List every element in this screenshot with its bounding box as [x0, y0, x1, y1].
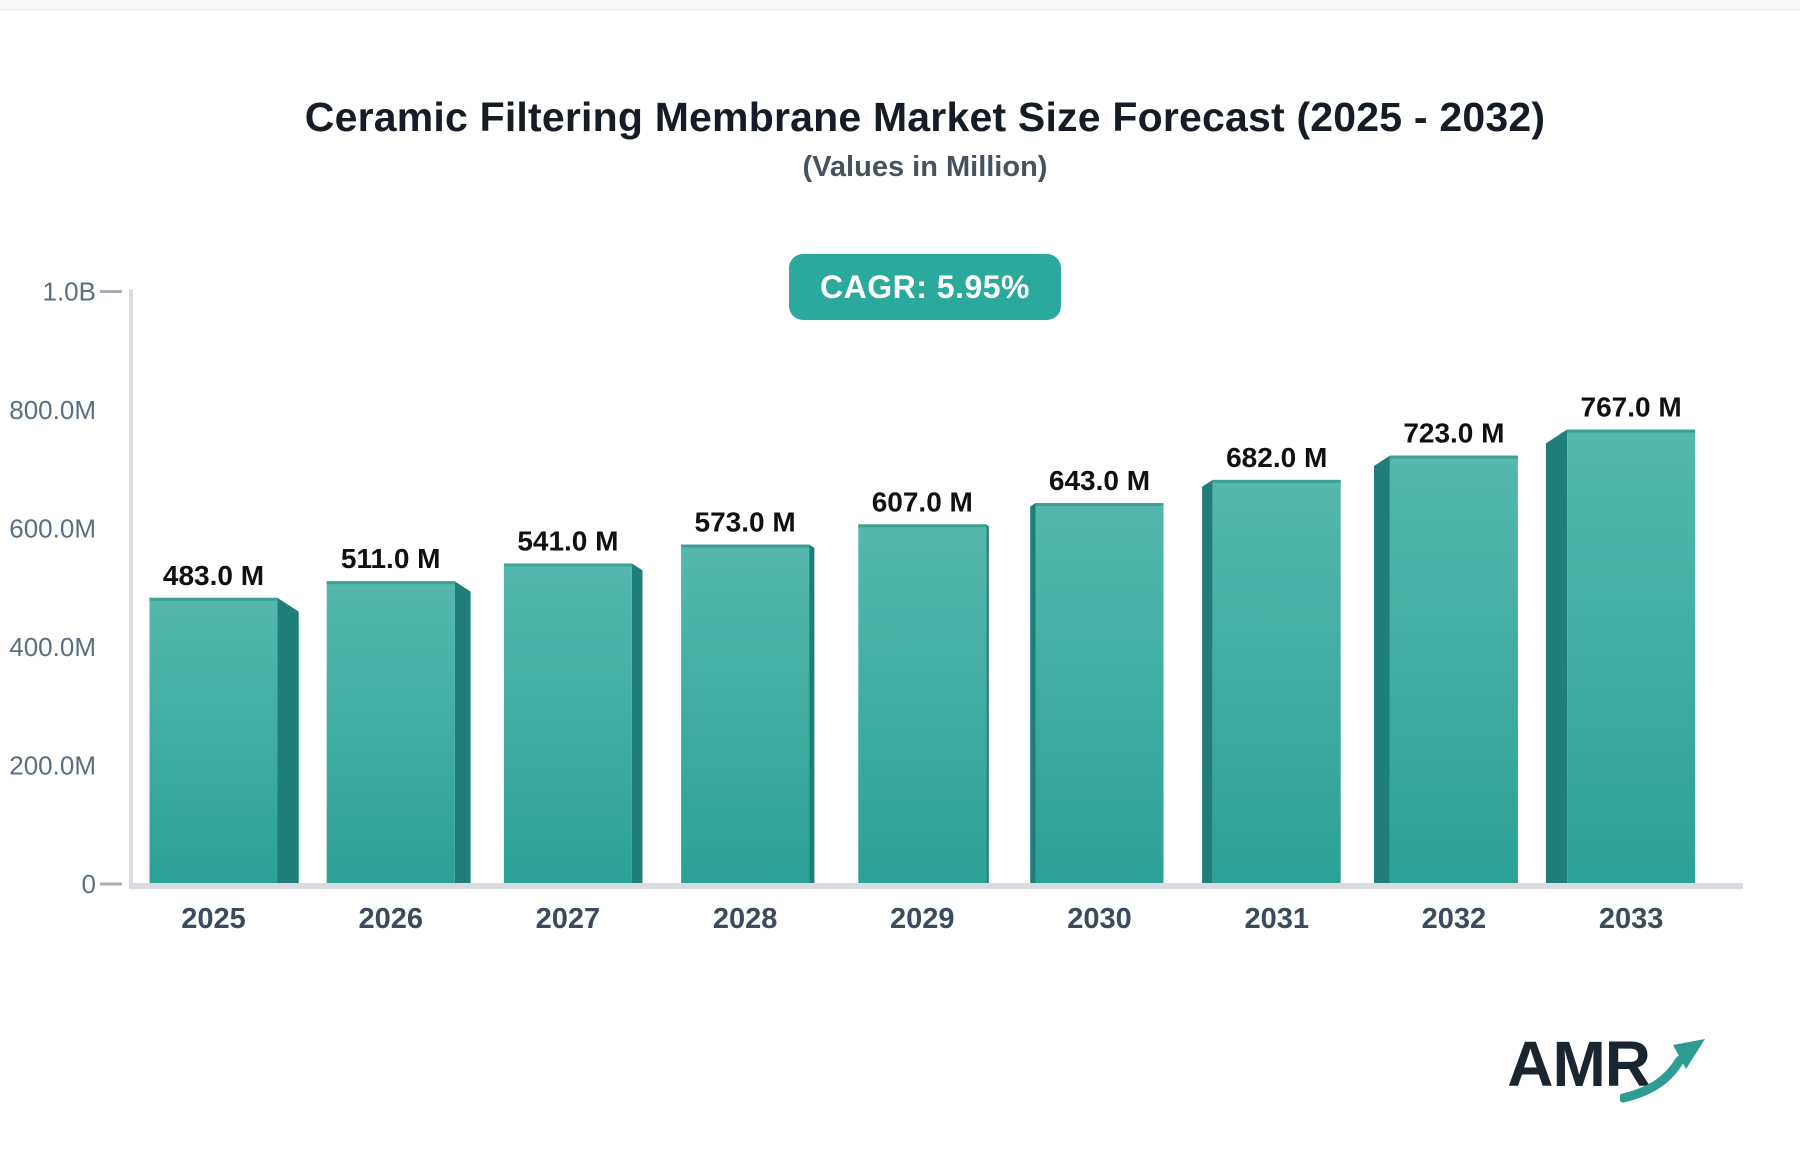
- bar-2031: 682.0 M 2031: [1202, 442, 1341, 935]
- bar-face-2033: [1567, 429, 1696, 884]
- bar-face-2025: [149, 597, 278, 884]
- bar-value-label-2033: 767.0 M: [1581, 392, 1682, 423]
- x-axis-label-2027: 2027: [536, 903, 601, 935]
- bar-value-label-2032: 723.0 M: [1403, 418, 1504, 449]
- y-axis-line: [129, 289, 133, 889]
- chart-title: Ceramic Filtering Membrane Market Size F…: [304, 94, 1546, 140]
- bar-value-label-2026: 511.0 M: [341, 543, 441, 574]
- bar-2032: 723.0 M 2032: [1374, 418, 1518, 935]
- bar-2029: 607.0 M 2029: [858, 486, 989, 935]
- y-axis-label-1.0B: 1.0B: [43, 277, 97, 307]
- bar-value-label-2031: 682.0 M: [1226, 442, 1327, 473]
- bar-top-edge-2025: [149, 597, 278, 601]
- bar-side-2025: [277, 597, 299, 884]
- bar-side-2030: [1030, 503, 1036, 884]
- trend-up-arrow-icon: [1620, 1039, 1705, 1103]
- bar-side-2033: [1545, 429, 1568, 884]
- amr-logo: AMR: [1507, 1032, 1708, 1106]
- x-axis-label-2028: 2028: [713, 903, 778, 935]
- bar-face-2031: [1212, 479, 1341, 884]
- bar-face-2026: [326, 581, 455, 884]
- bar-2027: 541.0 M 2027: [503, 525, 643, 935]
- x-axis-label-2026: 2026: [358, 903, 423, 935]
- bar-top-edge-2026: [326, 581, 455, 585]
- bar-2033: 767.0 M 2033: [1545, 392, 1696, 935]
- bar-2025: 483.0 M 2025: [149, 560, 299, 935]
- x-axis-label-2030: 2030: [1067, 903, 1132, 935]
- cagr-badge: CAGR: 5.95%: [789, 254, 1061, 320]
- x-axis-label-2033: 2033: [1599, 903, 1664, 935]
- bar-value-label-2025: 483.0 M: [163, 560, 264, 591]
- bar-value-label-2027: 541.0 M: [517, 525, 618, 556]
- y-axis-label-800.0M: 800.0M: [9, 395, 96, 425]
- bar-side-2032: [1374, 455, 1390, 884]
- y-axis-label-200.0M: 200.0M: [9, 751, 96, 781]
- bar-face-2032: [1389, 455, 1518, 884]
- bar-top-edge-2030: [1035, 503, 1164, 507]
- bar-side-2029: [986, 524, 989, 884]
- bar-top-edge-2031: [1212, 479, 1341, 483]
- x-axis-label-2025: 2025: [181, 903, 246, 935]
- x-axis-label-2031: 2031: [1244, 903, 1309, 935]
- y-axis-label-400.0M: 400.0M: [9, 632, 96, 662]
- bar-2028: 573.0 M 2028: [681, 506, 815, 935]
- bar-face-2030: [1035, 503, 1164, 884]
- bar-2030: 643.0 M 2030: [1030, 465, 1164, 935]
- bar-value-label-2029: 607.0 M: [872, 486, 973, 517]
- x-axis-label-2032: 2032: [1422, 903, 1487, 935]
- y-axis-label-600.0M: 600.0M: [9, 514, 96, 544]
- bar-side-2027: [631, 563, 643, 884]
- bar-face-2029: [858, 524, 987, 884]
- y-axis-label-0: 0: [82, 869, 96, 899]
- bar-top-edge-2032: [1389, 455, 1518, 459]
- bar-side-2031: [1202, 479, 1213, 884]
- bar-2026: 511.0 M 2026: [326, 543, 471, 935]
- cagr-badge-label: CAGR: 5.95%: [820, 268, 1030, 305]
- bar-top-edge-2027: [503, 563, 632, 567]
- chart-subtitle: (Values in Million): [802, 151, 1048, 183]
- bar-value-label-2030: 643.0 M: [1049, 465, 1150, 496]
- bar-top-edge-2029: [858, 524, 987, 528]
- x-axis-line: [129, 883, 1743, 889]
- bar-value-label-2028: 573.0 M: [695, 506, 796, 537]
- y-axis-tick-0: [100, 882, 122, 886]
- y-axis-tick-1.0B: [100, 290, 122, 293]
- top-edge-divider: [0, 0, 1800, 10]
- bar-top-edge-2033: [1567, 429, 1696, 433]
- bar-face-2027: [503, 563, 632, 884]
- bar-top-edge-2028: [681, 544, 810, 548]
- bar-face-2028: [681, 544, 810, 884]
- amr-logo-text: AMR: [1507, 1028, 1651, 1100]
- x-axis-label-2029: 2029: [890, 903, 955, 935]
- bar-side-2026: [454, 581, 471, 884]
- bar-side-2028: [809, 544, 815, 884]
